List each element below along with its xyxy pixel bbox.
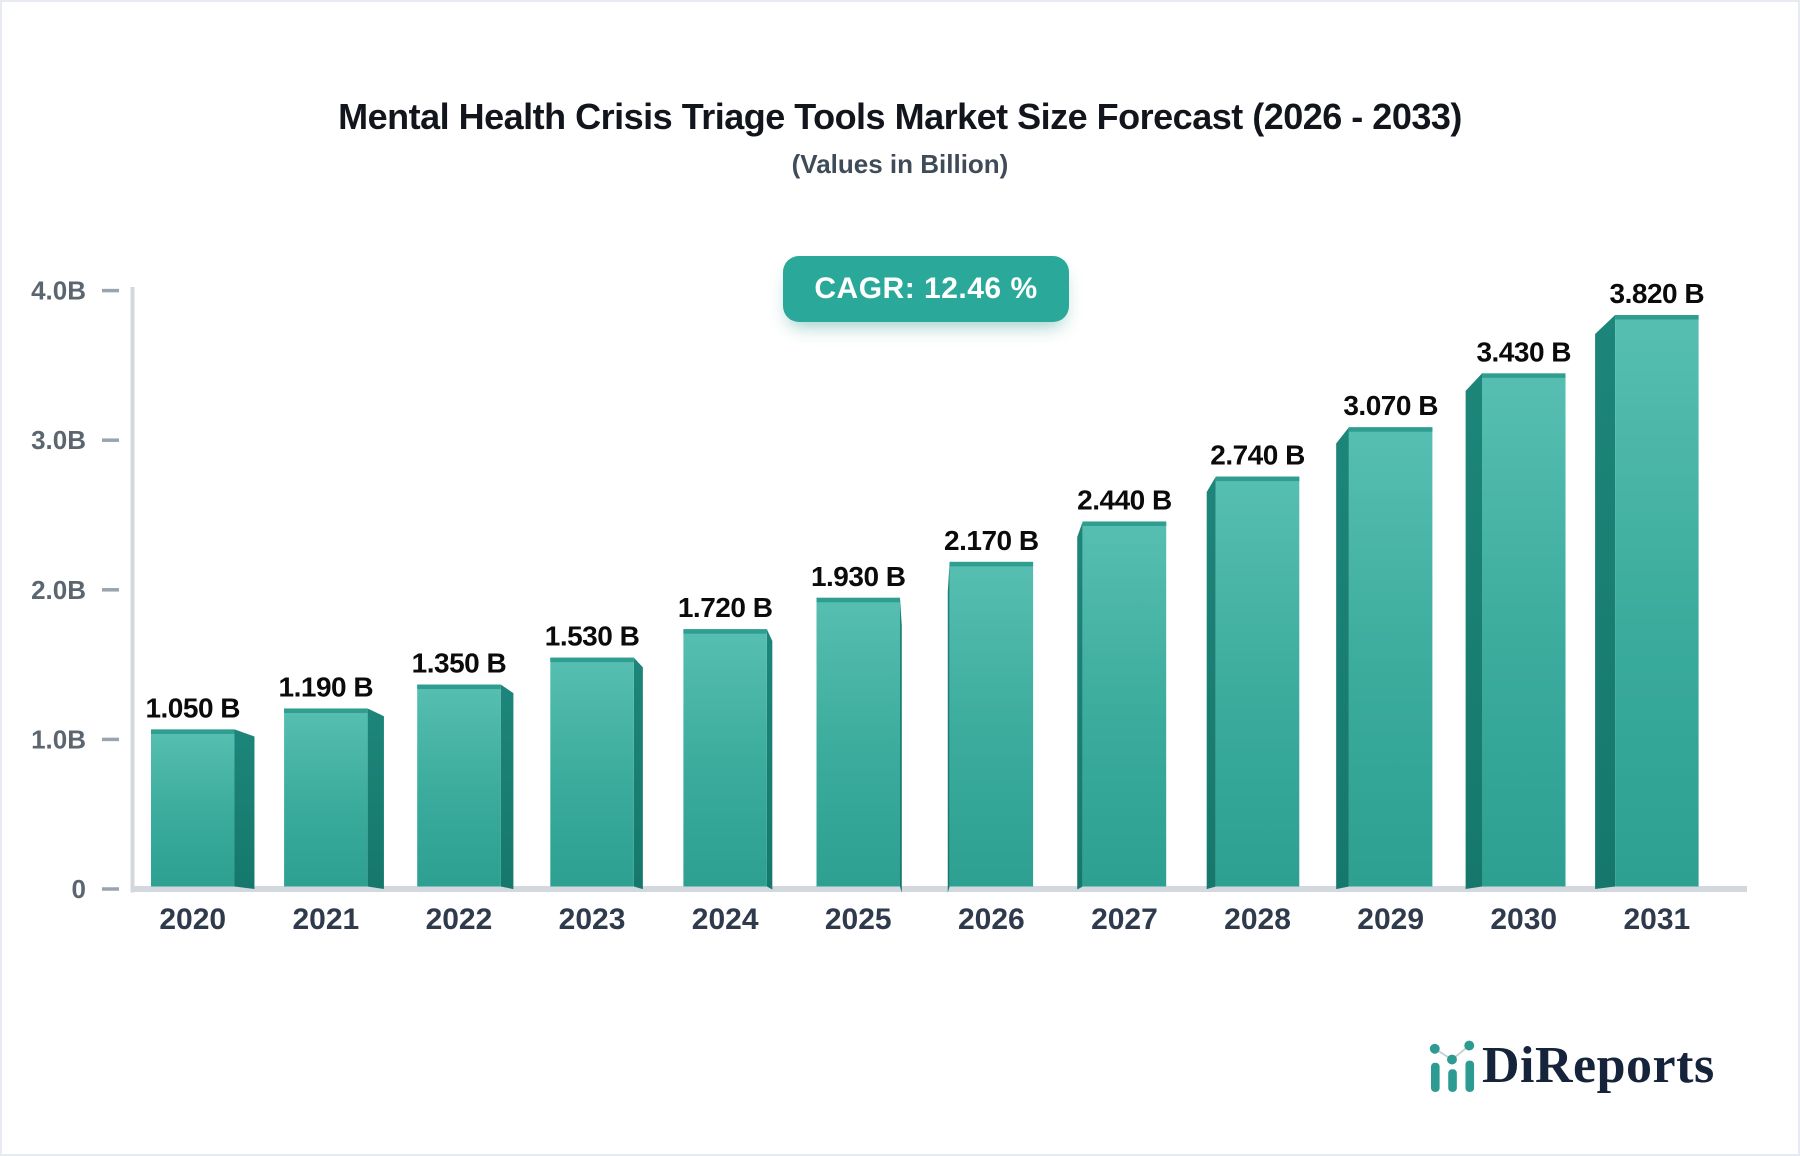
y-tick-mark [102,588,119,592]
x-tick-label: 2029 [1357,903,1424,936]
bar-value-label: 1.930 B [811,561,906,592]
bar-front-face [1082,521,1167,887]
bar-side-face [367,708,384,890]
bar-side-face [234,729,255,889]
bar-side-face [1077,521,1083,890]
y-tick-mark [102,438,119,442]
brand-logo: DiReports [1428,1038,1715,1094]
y-tick-label: 4.0B [31,276,86,306]
bar-side-face [1206,476,1216,890]
bar-value-label: 1.720 B [678,592,773,623]
bar-top-edge [284,708,368,713]
bar-side-face [633,657,643,890]
bar-side-face [900,597,902,893]
y-tick-label: 1.0B [31,724,86,754]
y-tick-label: 2.0B [31,575,86,605]
bar-top-edge [151,729,235,734]
bar-front-face [151,729,235,887]
bar-side-face [1595,315,1616,889]
bar-top-edge [1482,373,1566,378]
x-tick-label: 2031 [1623,903,1690,936]
bar-2022 [417,684,514,890]
bar-top-edge [1082,521,1167,526]
x-axis-baseline [132,886,1747,892]
y-tick-mark [102,887,119,891]
bar-top-edge [1215,476,1300,482]
bar-front-face [949,561,1034,887]
bar-front-face [816,597,900,887]
x-tick-label: 2024 [692,903,759,936]
bar-top-edge [683,629,767,634]
bar-side-face [947,561,950,893]
bar-top-edge [1615,315,1699,320]
bar-value-label: 3.070 B [1343,390,1438,421]
bar-top-edge [1348,427,1433,432]
cagr-badge: CAGR: 12.46 % [783,256,1069,322]
labels: 0 1.0B 2.0B 3.0B 4.0B 1.050 B 2020 1.190 B 2021 1… [31,276,1705,936]
bar-value-label: 1.350 B [412,648,507,679]
bar-2025 [816,597,902,893]
bar-2031 [1595,315,1699,889]
bar-side-face [766,629,773,890]
bar-front-face [1215,476,1300,887]
bar-value-label: 1.530 B [545,621,640,652]
bars [151,315,1699,893]
bar-value-label: 3.820 B [1610,278,1705,309]
x-tick-label: 2026 [958,903,1025,936]
x-tick-label: 2025 [825,903,892,936]
bar-side-face [1465,373,1482,890]
bar-side-face [1336,427,1349,890]
bar-value-label: 1.190 B [279,671,374,702]
bar-front-face [683,629,767,887]
y-tick-mark [102,737,119,742]
x-tick-label: 2023 [559,903,626,936]
bar-front-face [417,684,501,887]
bar-front-face [1482,373,1566,887]
bar-value-label: 2.740 B [1210,440,1305,471]
bar-2021 [284,708,384,890]
axes [102,287,1747,893]
bar-top-edge [417,684,501,690]
bar-2029 [1336,427,1433,890]
bar-front-face [284,708,368,887]
chart-title: Mental Health Crisis Triage Tools Market… [338,96,1462,137]
bar-value-label: 3.430 B [1476,336,1571,367]
bar-side-face [500,684,514,890]
y-tick-mark [102,288,119,293]
bar-2027 [1077,521,1167,890]
bar-value-label: 1.050 B [145,692,240,723]
x-tick-label: 2020 [159,903,226,936]
bar-top-edge [816,597,900,603]
bar-value-label: 2.170 B [944,525,1039,556]
brand-logo-text: DiReports [1482,1037,1715,1094]
bar-top-edge [550,657,634,663]
bar-top-edge [949,561,1034,567]
bar-front-face [1615,315,1699,887]
x-tick-label: 2027 [1091,903,1158,936]
x-tick-label: 2030 [1490,903,1557,936]
bar-2024 [683,629,773,890]
y-tick-label: 3.0B [31,425,86,455]
x-tick-label: 2021 [292,903,359,936]
x-tick-label: 2022 [426,903,493,936]
bar-2023 [550,657,643,890]
bar-front-face [1348,427,1433,887]
bar-2030 [1465,373,1566,890]
mini-bar-chart-icon [1429,1040,1475,1092]
chart-subtitle: (Values in Billion) [791,149,1009,179]
bar-2026 [947,561,1034,893]
y-axis-line [130,287,135,893]
cagr-badge-label: CAGR: 12.46 % [814,272,1038,305]
bar-2020 [151,729,255,889]
y-tick-label: 0 [72,874,86,904]
bar-front-face [550,657,634,887]
bar-value-label: 2.440 B [1077,484,1172,515]
x-tick-label: 2028 [1224,903,1291,936]
bar-2028 [1206,476,1300,890]
